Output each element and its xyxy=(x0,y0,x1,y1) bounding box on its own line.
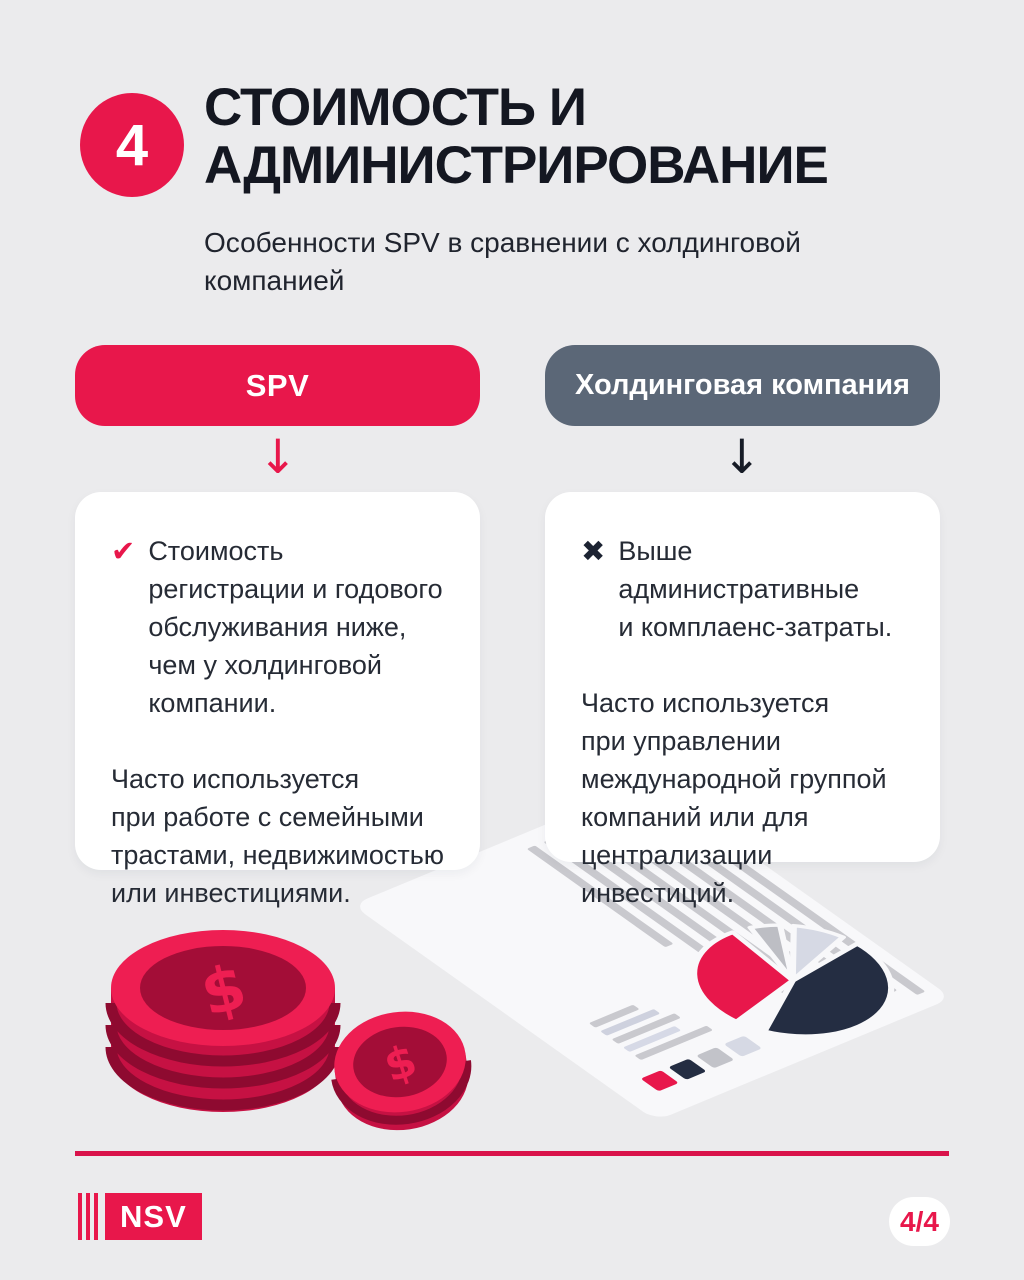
coin-stack-illustration: $ xyxy=(105,930,341,1112)
step-number-badge: 4 xyxy=(80,93,184,197)
cross-icon: ✖ xyxy=(581,534,606,568)
check-icon: ✔ xyxy=(111,534,136,568)
page-title: СТОИМОСТЬ И АДМИНИСТРИРОВАНИЕ xyxy=(204,79,964,195)
pie-chart-illustration xyxy=(691,923,895,1038)
legend-squares xyxy=(642,1036,761,1091)
footer-divider xyxy=(75,1151,949,1156)
spv-point: ✔ Стоимость регистрации и годового обслу… xyxy=(111,532,454,722)
arrow-down-icon: ↓ xyxy=(258,430,298,485)
holding-card: ✖ Выше административные и комплаенс-затр… xyxy=(545,492,940,908)
logo-text: NSV xyxy=(105,1193,202,1240)
page-indicator: 4/4 xyxy=(889,1197,950,1246)
single-coin-illustration: $ xyxy=(331,1011,472,1131)
logo-stripe xyxy=(86,1193,90,1240)
holding-point-text: Выше административные и комплаенс-затрат… xyxy=(618,536,893,642)
arrow-down-icon: ↓ xyxy=(722,430,762,485)
spv-point-text: Стоимость регистрации и годового обслужи… xyxy=(148,536,443,718)
holding-company-pill: Холдинговая компания xyxy=(545,345,940,426)
page-title-line1: СТОИМОСТЬ И xyxy=(204,78,587,137)
holding-point: ✖ Выше административные и комплаенс-затр… xyxy=(581,532,914,646)
bar-chart-illustration xyxy=(589,1005,713,1060)
spv-card: ✔ Стоимость регистрации и годового обслу… xyxy=(75,492,480,908)
nsv-logo: NSV xyxy=(78,1193,202,1240)
spv-pill: SPV xyxy=(75,345,480,426)
page-title-line2: АДМИНИСТРИРОВАНИЕ xyxy=(204,136,829,195)
logo-stripe xyxy=(78,1193,82,1240)
spv-paragraph: Часто используется при работе с семейным… xyxy=(111,764,445,908)
holding-paragraph: Часто используется при управлении междун… xyxy=(581,688,887,908)
page-subtitle: Особенности SPV в сравнении с холдингово… xyxy=(204,227,801,296)
finance-illustration: $ $ xyxy=(105,786,944,1131)
logo-stripe xyxy=(94,1193,98,1240)
